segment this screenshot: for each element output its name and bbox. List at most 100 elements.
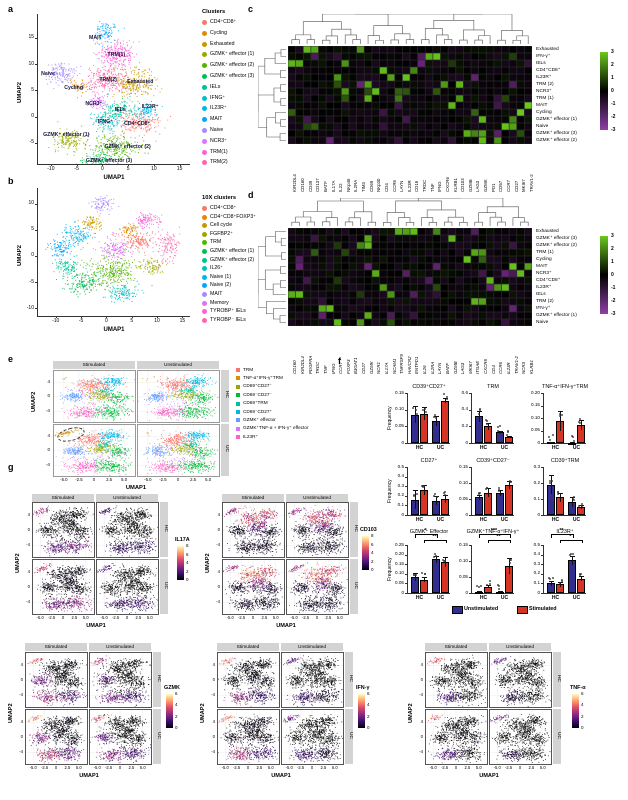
y-tick-label: -4 <box>19 692 23 698</box>
significance-bracket <box>488 539 511 543</box>
data-point-dot <box>560 579 563 582</box>
data-point-dot <box>423 408 426 411</box>
y-axis <box>407 545 408 593</box>
data-point-dot <box>579 421 582 424</box>
x-tick-label: -2.5 <box>112 615 120 620</box>
x-tick-label: 10 <box>154 318 160 324</box>
facet-border <box>222 559 285 615</box>
legend-item-label: IELs <box>210 83 221 90</box>
error-bar <box>509 481 510 490</box>
data-point-dot <box>497 430 500 433</box>
y-tick-label: -4 <box>211 749 215 755</box>
legend-swatch <box>202 249 207 254</box>
error-cap <box>549 441 554 443</box>
error-cap <box>498 591 503 592</box>
y-tick-label: 4 <box>27 568 30 574</box>
significance-label: ** <box>432 533 437 540</box>
y-tick-label: 0.4 <box>533 551 540 557</box>
data-point-dot <box>425 411 428 414</box>
heatmap-col-label: ENTPD1 <box>414 356 420 374</box>
heatmap-col-label: KLRB1 <box>452 178 458 192</box>
error-bar <box>445 557 446 568</box>
error-bar <box>581 575 582 582</box>
legend-item-label: CD69⁻CD27⁺ <box>243 408 272 414</box>
error-cap <box>477 591 482 592</box>
facet-canvas <box>25 652 87 707</box>
colorbar-tick: 0 <box>581 725 584 730</box>
legend-item-label: GZMK⁺ effector (2) <box>210 62 255 69</box>
error-cap <box>570 555 575 557</box>
x-tick-label: 2.5 <box>135 615 142 620</box>
heatmap-col-label: IL23R <box>505 362 511 374</box>
y-tick-label: -4 <box>216 542 220 548</box>
error-cap <box>434 416 439 417</box>
y-tick-mark <box>541 467 543 468</box>
error-bar <box>415 490 416 510</box>
bar <box>441 400 449 443</box>
data-point-dot <box>443 560 446 562</box>
y-tick-mark <box>541 483 543 484</box>
y-tick-mark <box>541 554 543 556</box>
heatmap-col-label: TNFRSF9 <box>399 354 405 374</box>
y-tick-label: 0 <box>401 511 404 517</box>
colorbar-tick: 8 <box>371 533 374 538</box>
y-tick-label: 0.10 <box>459 557 468 563</box>
column-strip: Unstimulated <box>96 494 158 502</box>
heatmap-col-label: CD39 <box>307 180 313 192</box>
legend-swatch <box>202 231 207 237</box>
legend-item-label: TYROBP⁻ IELs <box>210 316 246 323</box>
error-bar <box>424 576 425 583</box>
data-point-dot <box>478 491 481 494</box>
facet-canvas <box>32 559 94 614</box>
x-axis-title: UMAP1 <box>79 773 99 779</box>
data-point-dot <box>484 419 487 422</box>
legend-swatch <box>202 20 207 25</box>
legend-item-label: TRM(2) <box>210 159 228 166</box>
heatmap-col-label: KIR2DL4 <box>300 356 306 374</box>
heatmap-col-label: KLRB1 <box>528 360 534 374</box>
x-tick-label: 10 <box>151 166 157 172</box>
x-axis-title: UMAP1 <box>103 175 125 181</box>
y-tick-label: 0.6 <box>461 389 468 395</box>
colorbar-tick: 0 <box>186 577 189 582</box>
legend-swatch <box>202 52 207 58</box>
x-tick-label: -5.0 <box>493 765 501 770</box>
x-tick-label: 0 <box>92 477 96 482</box>
facet-border <box>32 502 95 558</box>
heatmap-row-label: CD4⁺CD8⁺ <box>536 277 561 283</box>
x-tick-label: 0 <box>246 765 250 770</box>
x-tick-label: -5.0 <box>60 477 68 482</box>
y-tick-mark <box>35 282 37 283</box>
y-tick-label: 0.3 <box>397 482 404 488</box>
x-tick-label: -2.5 <box>159 477 167 482</box>
significance-label: ** <box>559 528 564 534</box>
bar <box>568 560 576 593</box>
significance-bracket <box>424 539 447 543</box>
facet-canvas <box>425 652 487 707</box>
y-tick-label: 0.15 <box>459 463 468 469</box>
legend-item-label: IFNG⁺ <box>210 94 226 101</box>
legend-swatch <box>202 63 207 69</box>
y-axis-title: Frequency <box>387 406 393 430</box>
y-tick-label: 0.2 <box>461 422 468 428</box>
legend-item-label: GZMK⁺ effector (1) <box>210 248 255 254</box>
legend-item-label: GZMK⁺ effector (2) <box>210 256 255 263</box>
cluster-annotation: NCR3⁺ <box>85 100 103 107</box>
significance-label: *** <box>490 528 498 534</box>
feature-colorbar <box>166 694 173 728</box>
heatmap-col-label: PD1 <box>490 183 496 192</box>
chart-title: TNF-α⁺IFN-γ⁺TRM <box>542 384 588 390</box>
error-bar <box>415 572 416 581</box>
bar <box>547 442 555 445</box>
legend-swatch <box>202 292 207 297</box>
y-tick-label: 0 <box>47 393 50 399</box>
heatmap-col-label: TRAV1-2 <box>528 174 534 192</box>
facet-canvas <box>137 424 219 476</box>
legend-item-label: TYROBP⁺ IELs <box>210 308 246 315</box>
heatmap-canvas <box>288 228 532 326</box>
y-tick-mark <box>35 90 37 91</box>
legend-title: Clusters <box>202 9 226 15</box>
data-point-dot <box>578 421 581 424</box>
heatmap-col-label: TNF <box>429 183 435 192</box>
data-point-dot <box>434 413 437 416</box>
